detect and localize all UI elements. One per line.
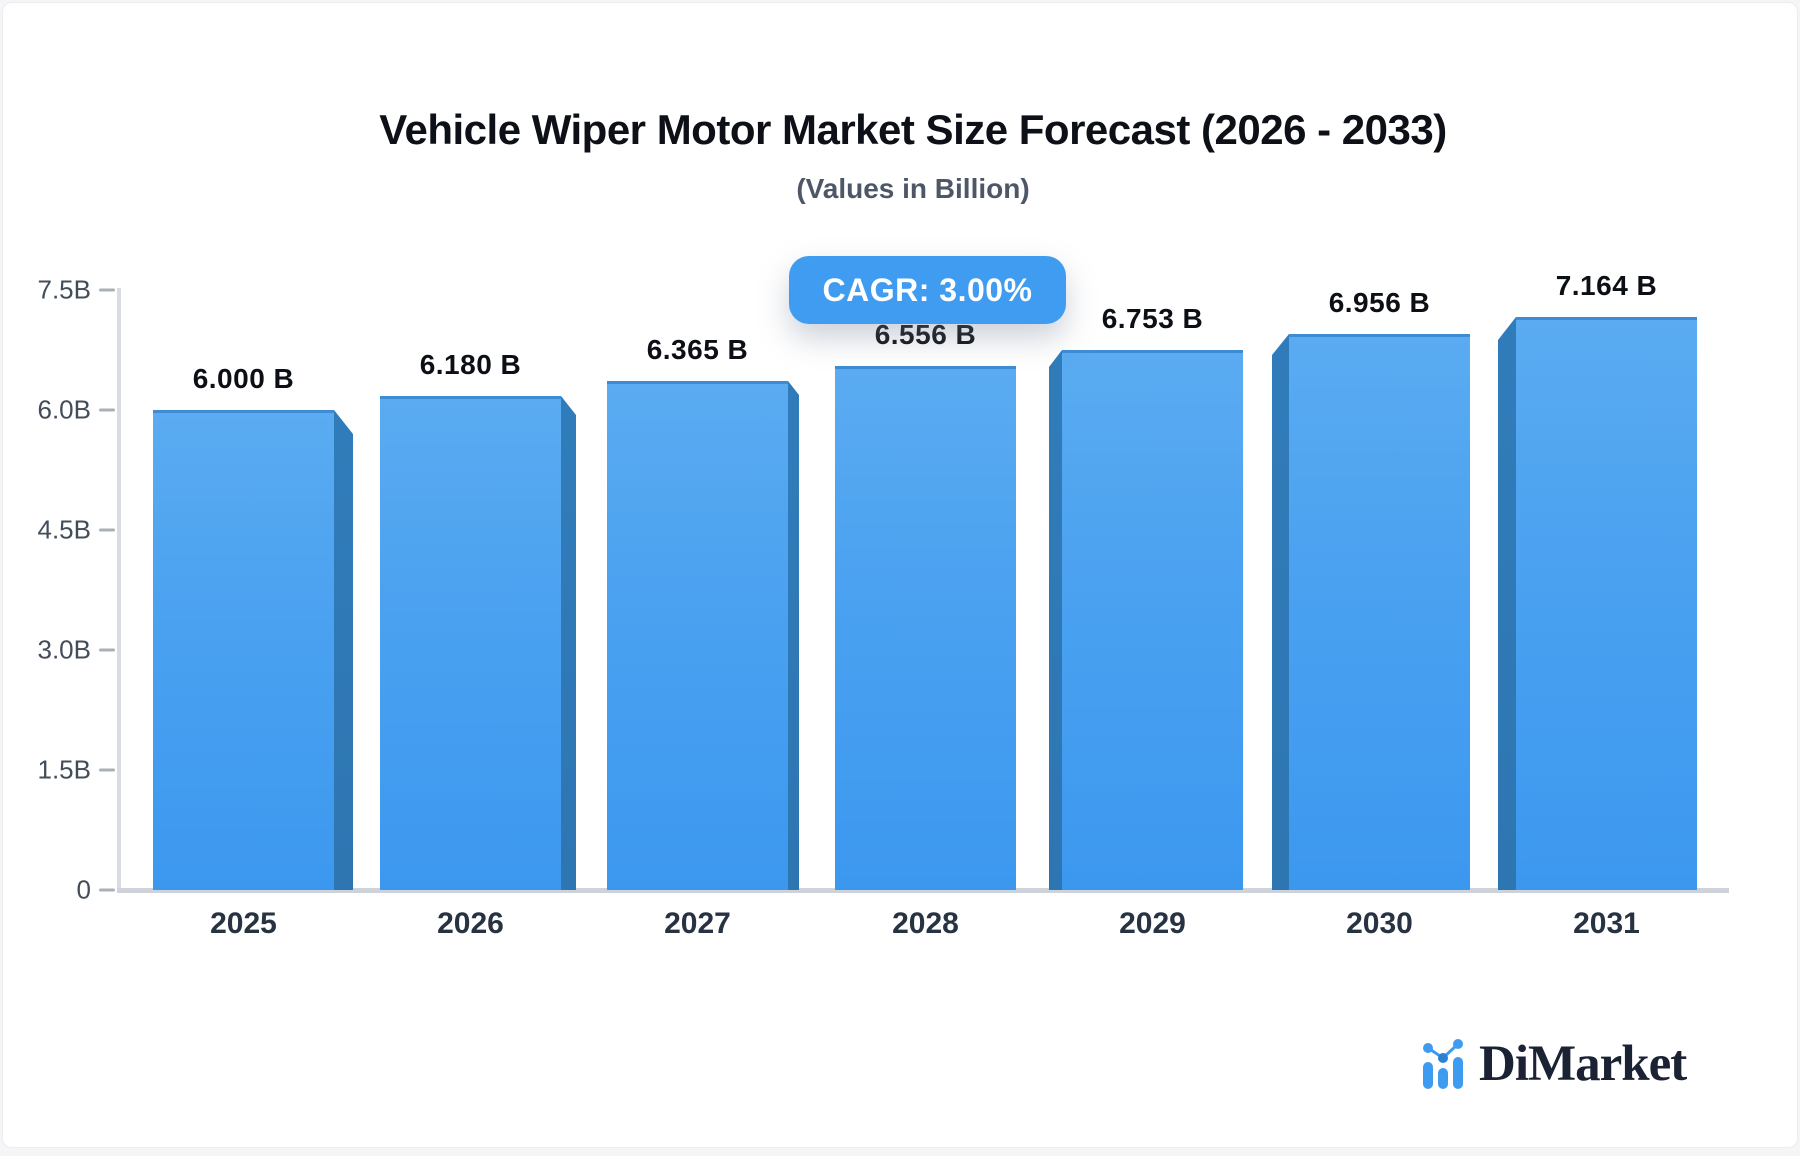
x-tick-label: 2028 — [892, 907, 959, 940]
y-tick-label: 1.5B — [37, 754, 92, 785]
x-tick-label: 2031 — [1573, 907, 1640, 940]
bar-2027[interactable] — [607, 381, 788, 890]
bar-value-label: 6.365 B — [646, 334, 749, 365]
x-tick-label: 2025 — [210, 907, 277, 940]
bar-value-label: 6.753 B — [1101, 303, 1204, 334]
x-axis-line — [117, 888, 1729, 893]
y-tick-mark — [99, 408, 115, 412]
bar-2026[interactable] — [380, 396, 561, 890]
bar-side-face — [788, 381, 799, 890]
y-axis-line — [117, 288, 121, 892]
x-tick-label: 2030 — [1346, 907, 1413, 940]
bar-value-label: 6.956 B — [1328, 287, 1431, 318]
x-tick-label: 2029 — [1119, 907, 1186, 940]
y-tick-label: 0 — [76, 874, 91, 905]
y-tick-label: 6.0B — [37, 394, 92, 425]
x-tick-label: 2027 — [664, 907, 731, 940]
chart-title: Vehicle Wiper Motor Market Size Forecast… — [379, 106, 1447, 153]
bar-value-label: 6.000 B — [192, 363, 295, 394]
bar-chart-plot-area: 7.5B 6.0B 4.5B 3.0B 1.5B 0 6.000 B 2025 6.180 B 2… — [3, 3, 1797, 1147]
y-tick-mark — [99, 888, 115, 892]
y-tick-mark — [99, 648, 115, 652]
y-tick-label: 3.0B — [37, 634, 92, 665]
x-tick-label: 2026 — [437, 907, 504, 940]
bar-2029[interactable] — [1062, 350, 1243, 890]
brand-logo: DiMarket — [1421, 1033, 1687, 1095]
bar-side-face — [1498, 317, 1516, 890]
bar-value-label: 7.164 B — [1555, 270, 1658, 301]
bar-2030[interactable] — [1289, 334, 1470, 890]
chart-subtitle: (Values in Billion) — [796, 173, 1030, 204]
cagr-badge: CAGR: 3.00% — [789, 256, 1066, 324]
bar-value-label: 6.180 B — [419, 349, 522, 380]
y-tick-label: 4.5B — [37, 514, 92, 545]
y-tick-mark — [99, 528, 115, 532]
bar-2031[interactable] — [1516, 317, 1697, 890]
bar-side-face — [1049, 350, 1062, 890]
y-tick-mark — [99, 288, 115, 292]
brand-name: DiMarket — [1479, 1036, 1687, 1092]
bar-side-face — [1272, 334, 1289, 890]
bar-side-face — [561, 396, 576, 890]
bar-2025[interactable] — [153, 410, 334, 890]
bar-value-label: 6.556 B — [874, 319, 977, 350]
bar-side-face — [334, 410, 353, 890]
y-tick-mark — [99, 768, 115, 772]
bar-chart-icon — [1423, 1039, 1463, 1089]
bar-2028[interactable] — [835, 366, 1016, 890]
y-tick-label: 7.5B — [37, 274, 92, 305]
